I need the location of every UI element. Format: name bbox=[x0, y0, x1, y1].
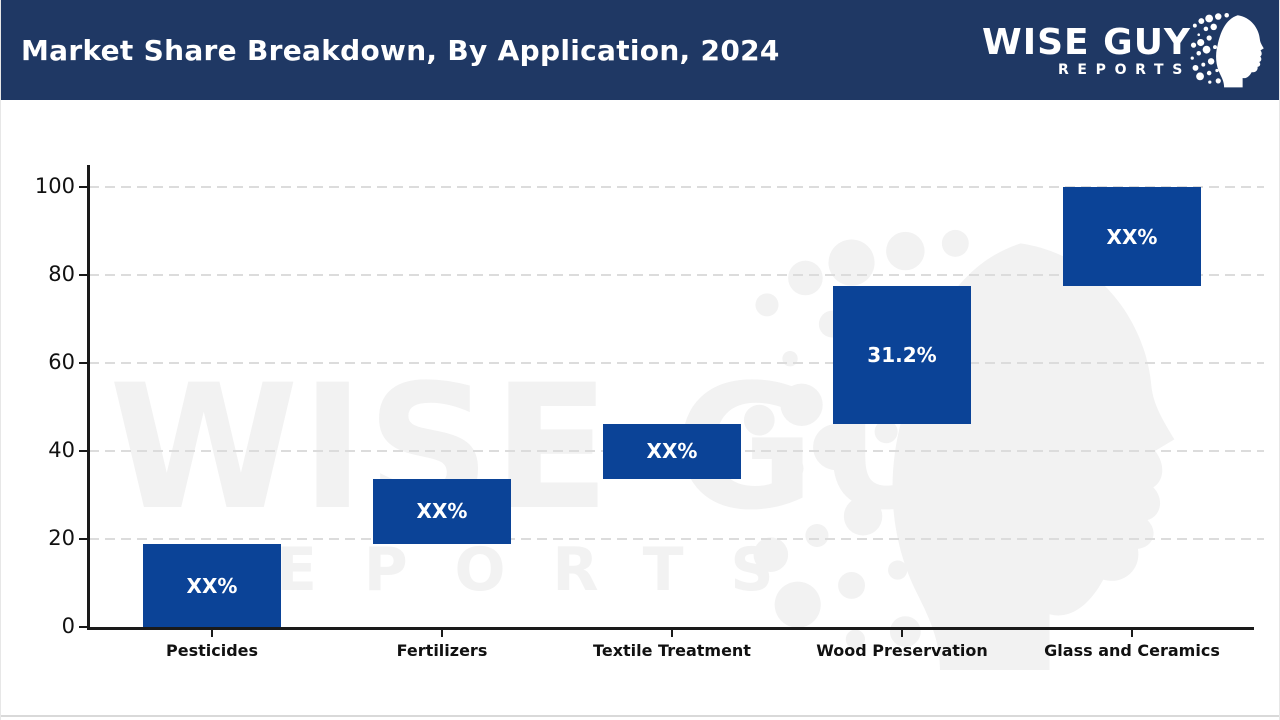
page-bottom-divider bbox=[1, 715, 1279, 717]
x-category-label: Pesticides bbox=[165, 641, 259, 660]
y-tick-label-60: 60 bbox=[48, 350, 75, 374]
logo-wordmark: WISE GUY bbox=[981, 22, 1191, 63]
bar-value-label: XX% bbox=[1106, 224, 1158, 249]
x-category-label: Glass and Ceramics bbox=[1044, 641, 1220, 660]
watermark-subtitle: REPORTS bbox=[183, 535, 821, 605]
y-tick-label-20: 20 bbox=[48, 526, 75, 550]
gridline-80 bbox=[89, 274, 1264, 276]
gridline-100 bbox=[89, 186, 1264, 188]
y-tick-label-40: 40 bbox=[48, 438, 75, 462]
x-tick-4 bbox=[1131, 629, 1133, 637]
x-tick-3 bbox=[901, 629, 903, 637]
y-tick-60 bbox=[79, 362, 87, 364]
y-tick-100 bbox=[79, 186, 87, 188]
x-tick-0 bbox=[211, 629, 213, 637]
wiseguy-logo: WISE GUY REPORTS bbox=[982, 0, 1269, 100]
bar-fertilizers: XX% bbox=[373, 478, 511, 545]
y-tick-20 bbox=[79, 538, 87, 540]
gridline-60 bbox=[89, 362, 1264, 364]
y-tick-label-100: 100 bbox=[34, 174, 75, 198]
y-tick-label-80: 80 bbox=[48, 262, 75, 286]
y-axis-line bbox=[87, 165, 90, 630]
bar-pesticides: XX% bbox=[143, 544, 281, 627]
page-title: Market Share Breakdown, By Application, … bbox=[21, 33, 780, 67]
y-tick-label-0: 0 bbox=[61, 614, 75, 638]
logo-head-icon bbox=[1190, 12, 1264, 88]
bar-glass-and-ceramics: XX% bbox=[1063, 187, 1201, 287]
y-tick-80 bbox=[79, 274, 87, 276]
y-tick-40 bbox=[79, 450, 87, 452]
x-category-label: Textile Treatment bbox=[593, 641, 751, 660]
report-header: Market Share Breakdown, By Application, … bbox=[1, 0, 1279, 100]
x-axis-line bbox=[87, 627, 1254, 630]
logo-subtitle: REPORTS bbox=[1057, 62, 1191, 78]
y-tick-0 bbox=[79, 626, 87, 628]
x-category-label: Wood Preservation bbox=[816, 641, 988, 660]
bar-value-label: XX% bbox=[646, 439, 698, 464]
x-tick-2 bbox=[671, 629, 673, 637]
chart-area: WISE GUY REPORTS 0 20 40 60 80 100 XX% Pesticid… bbox=[1, 100, 1279, 716]
bar-wood-preservation: 31.2% bbox=[833, 286, 971, 424]
gridline-20 bbox=[89, 538, 1264, 540]
x-category-label: Fertilizers bbox=[396, 641, 488, 660]
x-tick-1 bbox=[441, 629, 443, 637]
bar-value-label: XX% bbox=[416, 499, 468, 524]
bar-textile-treatment: XX% bbox=[603, 423, 741, 479]
bar-value-label: 31.2% bbox=[867, 343, 937, 368]
bar-value-label: XX% bbox=[186, 573, 238, 598]
